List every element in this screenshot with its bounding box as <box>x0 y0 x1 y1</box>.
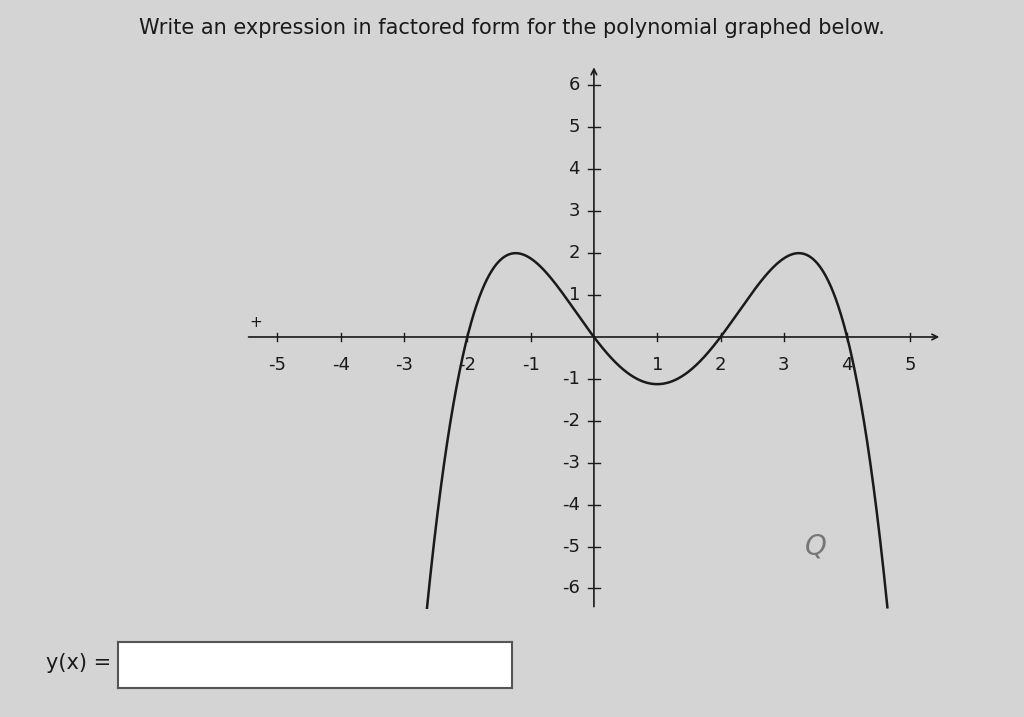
Text: 5: 5 <box>568 118 580 136</box>
Text: y(x) =: y(x) = <box>46 653 112 673</box>
Text: -2: -2 <box>562 412 580 429</box>
Text: -2: -2 <box>459 356 476 374</box>
Text: 1: 1 <box>568 286 580 304</box>
Text: -3: -3 <box>562 454 580 472</box>
Text: -1: -1 <box>521 356 540 374</box>
Text: 1: 1 <box>651 356 663 374</box>
Text: -4: -4 <box>562 495 580 513</box>
Text: -3: -3 <box>395 356 413 374</box>
Text: 2: 2 <box>568 244 580 262</box>
Text: -5: -5 <box>562 538 580 556</box>
Text: 3: 3 <box>568 202 580 220</box>
Text: 5: 5 <box>904 356 916 374</box>
Text: -6: -6 <box>562 579 580 597</box>
Text: Q: Q <box>805 533 826 561</box>
Text: 4: 4 <box>842 356 853 374</box>
Text: 4: 4 <box>568 161 580 179</box>
Text: 2: 2 <box>715 356 726 374</box>
Text: 6: 6 <box>568 77 580 95</box>
Text: 3: 3 <box>778 356 790 374</box>
Text: -5: -5 <box>268 356 287 374</box>
Text: -4: -4 <box>332 356 350 374</box>
Text: Write an expression in factored form for the polynomial graphed below.: Write an expression in factored form for… <box>139 18 885 38</box>
Text: +: + <box>249 315 261 330</box>
Text: -1: -1 <box>562 370 580 388</box>
